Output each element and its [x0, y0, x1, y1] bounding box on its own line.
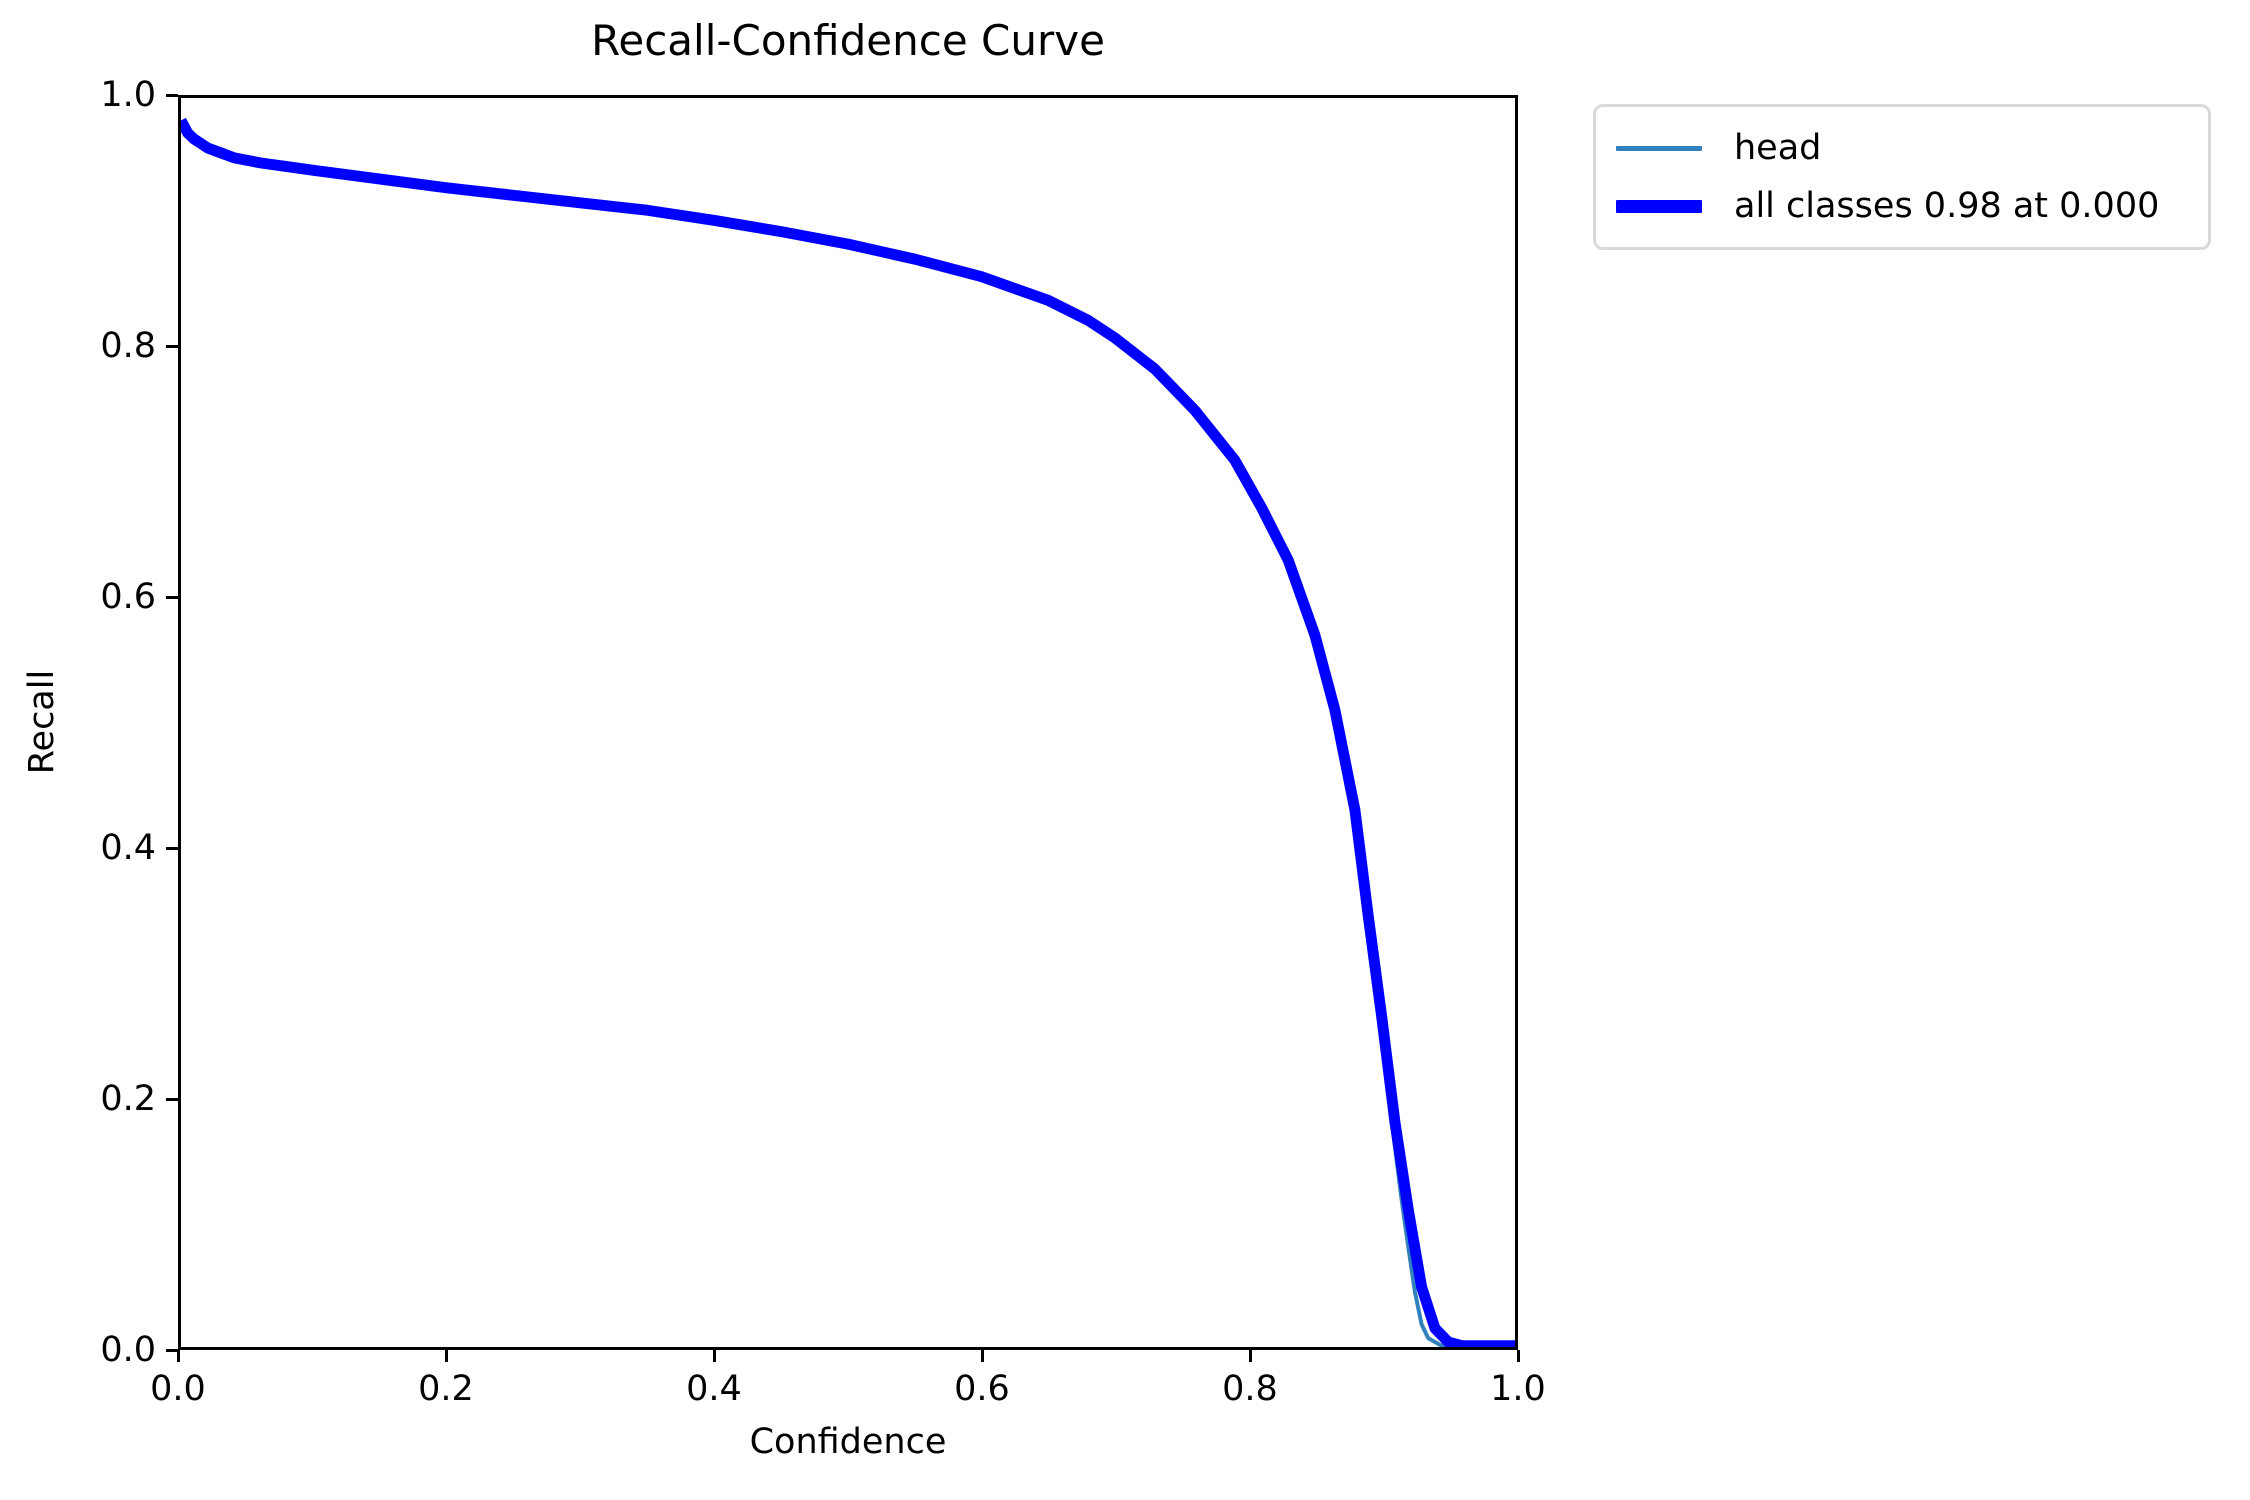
x-tick-label: 0.0 [150, 1369, 206, 1409]
head-curve [181, 122, 1515, 1347]
x-tick-mark [176, 1350, 180, 1362]
y-tick-label: 0.0 [100, 1330, 156, 1370]
y-tick-label: 1.0 [100, 75, 156, 115]
y-axis-label: Recall [22, 669, 62, 775]
y-tick-mark [166, 595, 178, 599]
y-tick-label: 0.4 [100, 828, 156, 868]
chart-title: Recall-Confidence Curve [591, 16, 1105, 65]
legend-item-label: head [1734, 128, 1822, 168]
y-tick-mark [166, 1097, 178, 1101]
x-axis-label: Confidence [749, 1422, 947, 1462]
x-tick-mark [444, 1350, 448, 1362]
x-tick-label: 0.2 [418, 1369, 474, 1409]
x-tick-label: 0.6 [954, 1369, 1010, 1409]
y-tick-mark [166, 1348, 178, 1352]
legend-item: head [1616, 126, 2188, 170]
x-tick-mark [1516, 1350, 1520, 1362]
all-classes-curve [181, 117, 1515, 1347]
x-tick-mark [1248, 1350, 1252, 1362]
y-tick-label: 0.2 [100, 1079, 156, 1119]
legend-item: all classes 0.98 at 0.000 [1616, 184, 2188, 228]
plot-area [178, 95, 1518, 1350]
x-tick-label: 0.4 [686, 1369, 742, 1409]
legend-line-sample [1616, 145, 1702, 151]
x-tick-label: 0.8 [1222, 1369, 1278, 1409]
y-tick-label: 0.6 [100, 577, 156, 617]
legend-line-sample [1616, 199, 1702, 213]
legend: head all classes 0.98 at 0.000 [1593, 104, 2211, 250]
y-tick-label: 0.8 [100, 326, 156, 366]
y-tick-mark [166, 93, 178, 97]
curves-canvas [181, 117, 1515, 1347]
y-tick-mark [166, 344, 178, 348]
x-tick-mark [712, 1350, 716, 1362]
legend-item-label: all classes 0.98 at 0.000 [1734, 186, 2160, 226]
x-tick-mark [980, 1350, 984, 1362]
y-tick-mark [166, 846, 178, 850]
x-tick-label: 1.0 [1490, 1369, 1546, 1409]
